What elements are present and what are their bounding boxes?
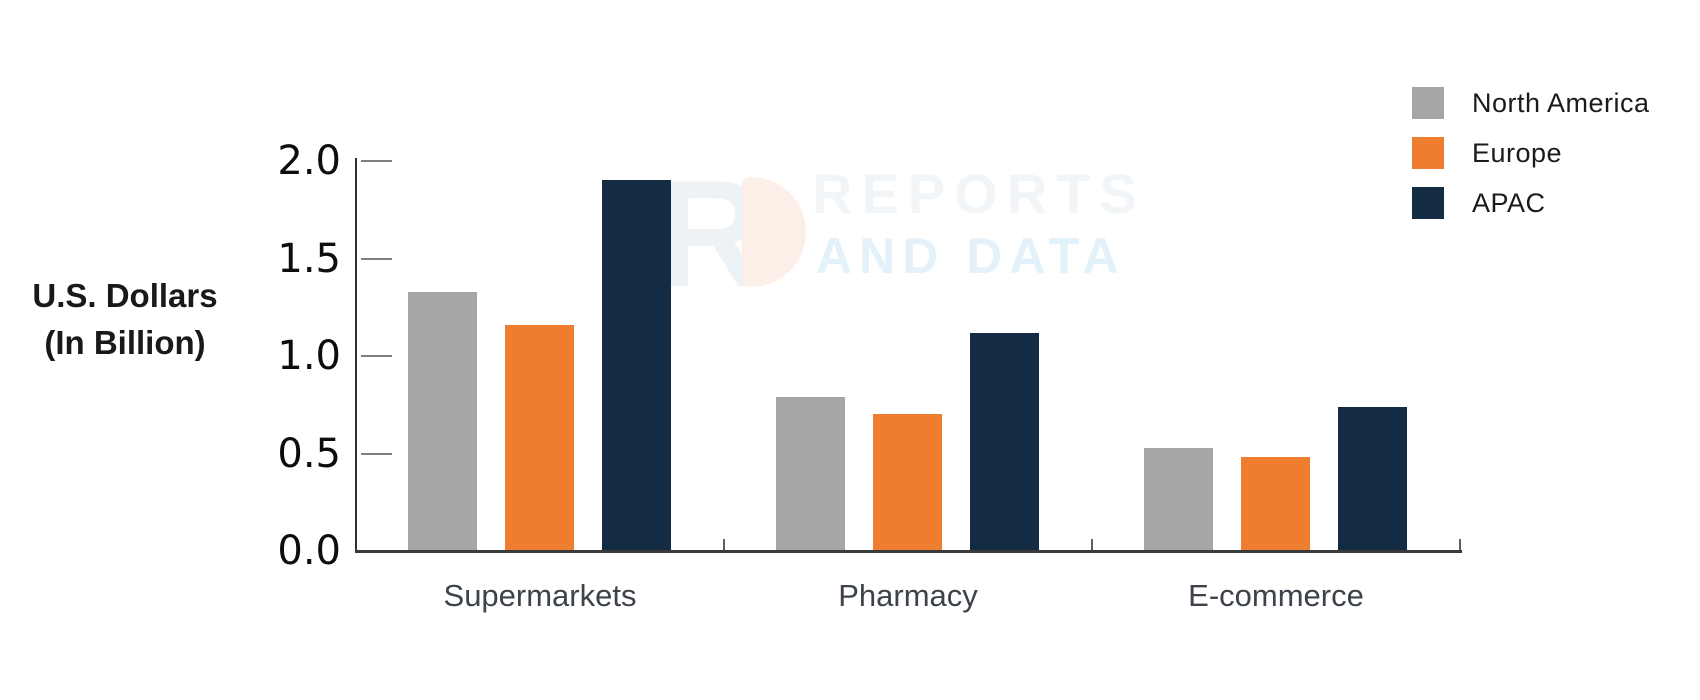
y-axis-spine [355, 158, 357, 552]
bar-supermarkets-europe [505, 325, 574, 551]
legend-label-apac: APAC [1472, 188, 1546, 218]
x-axis-spine [355, 550, 1462, 553]
bar-e-commerce-europe [1241, 457, 1310, 551]
legend-swatch-north-america [1412, 87, 1444, 119]
plot-area [356, 161, 1460, 551]
x-tick-mark-1 [723, 539, 725, 550]
legend: North America Europe APAC [1412, 87, 1650, 237]
y-tick-mark-2-0 [361, 160, 392, 162]
y-tick-label-2-0: 2.0 [277, 138, 341, 184]
legend-item-apac: APAC [1412, 187, 1650, 219]
bar-pharmacy-north-america [776, 397, 845, 551]
y-tick-label-1-0: 1.0 [277, 333, 341, 379]
y-tick-label-0-5: 0.5 [277, 430, 341, 477]
bar-e-commerce-north-america [1144, 448, 1213, 551]
y-tick-mark-0-5 [361, 452, 392, 455]
legend-label-europe: Europe [1472, 138, 1563, 168]
x-category-label-pharmacy: Pharmacy [838, 578, 978, 613]
bar-pharmacy-apac [970, 333, 1039, 551]
bar-supermarkets-north-america [408, 292, 477, 551]
legend-label-north-america: North America [1472, 88, 1650, 118]
bar-supermarkets-apac [602, 180, 671, 551]
y-tick-label-1-5: 1.5 [277, 235, 341, 282]
y-axis-title: U.S. Dollars (In Billion) [10, 272, 240, 366]
bar-e-commerce-apac [1338, 407, 1407, 551]
x-category-label-supermarkets: Supermarkets [443, 578, 637, 613]
y-tick-label-0-0: 0.0 [277, 528, 341, 574]
bar-pharmacy-europe [873, 414, 942, 551]
y-axis-title-line2: (In Billion) [44, 324, 206, 361]
x-category-label-e-commerce: E-commerce [1188, 578, 1364, 613]
y-tick-mark-1-0 [361, 355, 392, 357]
legend-item-north-america: North America [1412, 87, 1650, 119]
y-tick-mark-1-5 [361, 257, 392, 260]
legend-swatch-europe [1412, 137, 1444, 169]
y-axis-title-line1: U.S. Dollars [32, 277, 218, 314]
x-tick-mark-2 [1091, 539, 1093, 550]
legend-swatch-apac [1412, 187, 1444, 219]
x-tick-mark-3 [1459, 539, 1461, 550]
legend-item-europe: Europe [1412, 137, 1650, 169]
